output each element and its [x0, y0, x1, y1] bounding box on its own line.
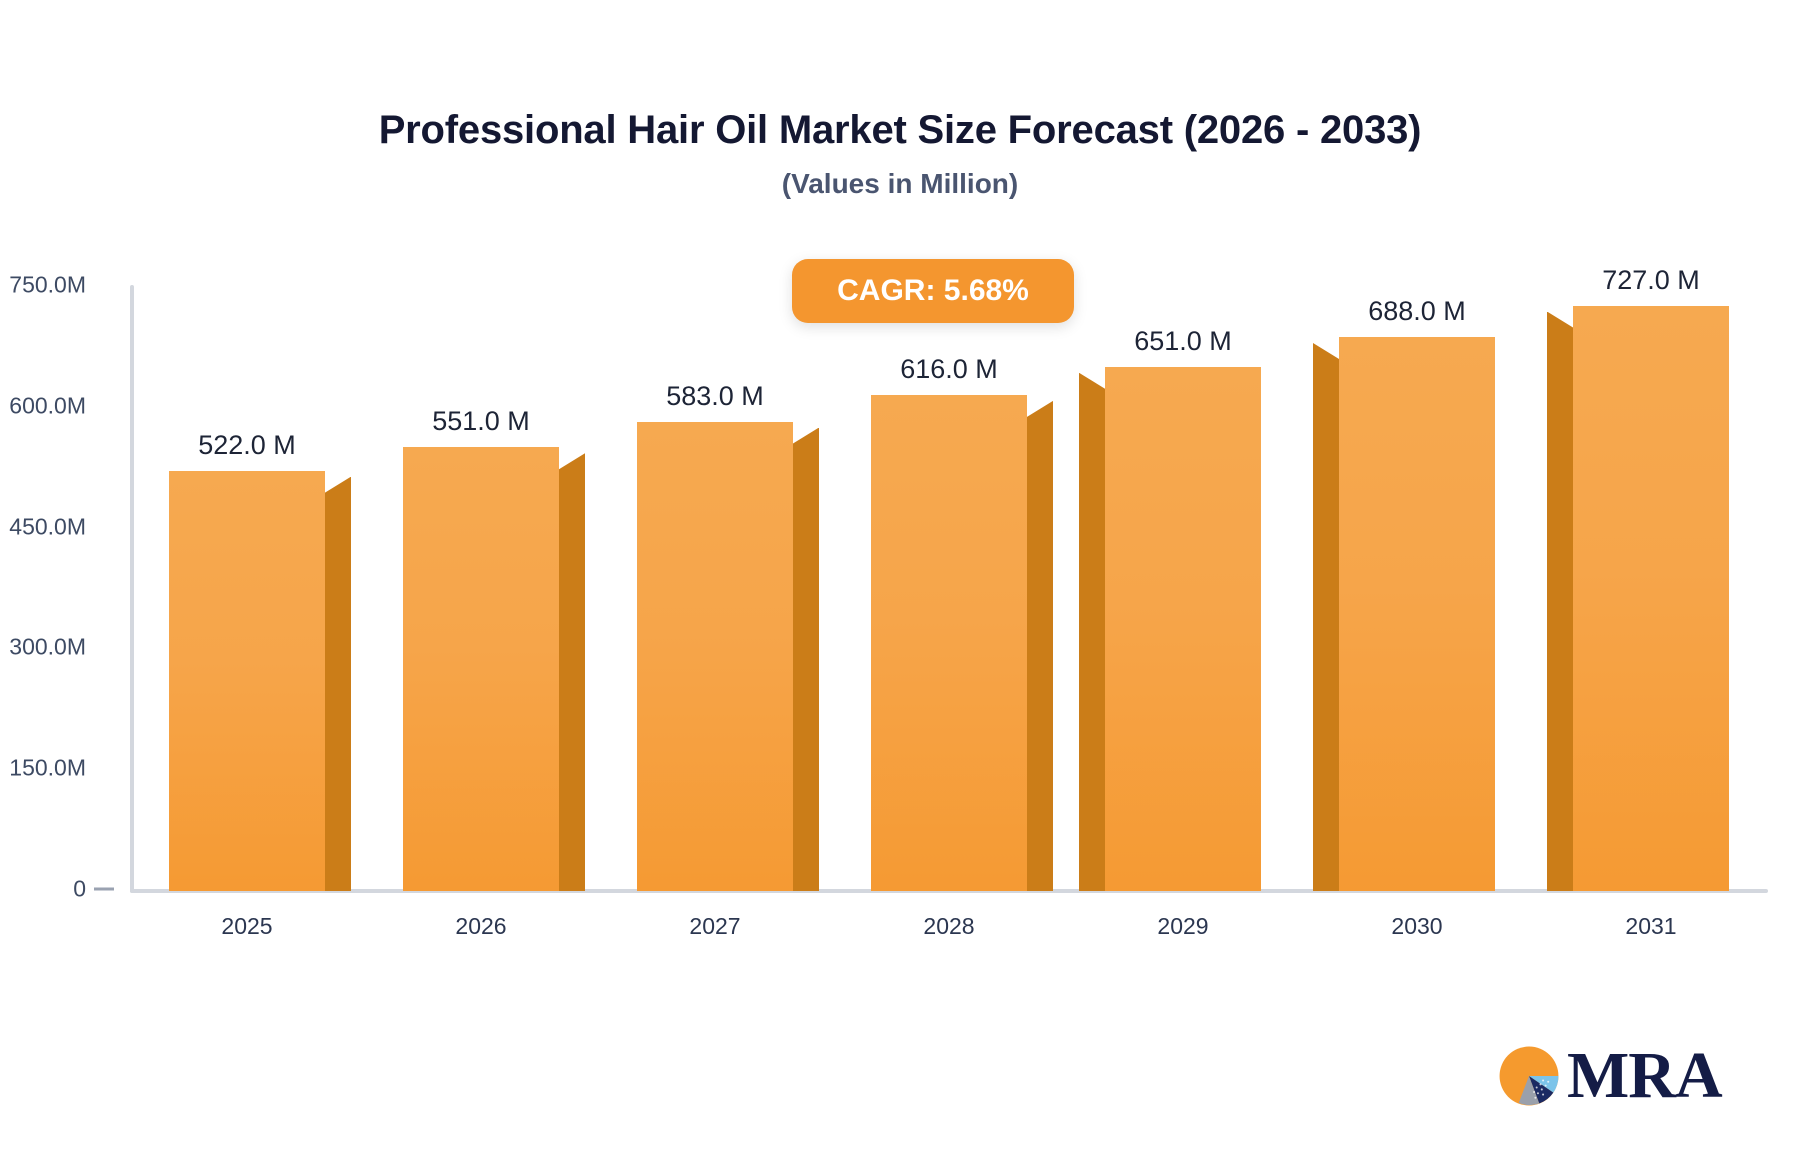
bar-2029[interactable]: 651.0 M — [1079, 326, 1261, 891]
x-tick-label: 2030 — [1391, 913, 1443, 939]
bar-side-face — [325, 476, 351, 891]
chart-title: Professional Hair Oil Market Size Foreca… — [378, 108, 1422, 152]
bar-side-face — [1027, 400, 1053, 891]
bar-front-face — [637, 421, 793, 891]
bar-value-label: 727.0 M — [1602, 264, 1700, 295]
y-tick-label: 300.0M — [9, 633, 86, 660]
bar-front-face — [1105, 366, 1261, 891]
plot-area: 0 150.0M 300.0M 450.0M 600.0M 750.0M 2025 2026… — [9, 265, 1770, 939]
bar-front-face — [1573, 305, 1729, 891]
x-tick-label: 2026 — [455, 913, 507, 939]
cagr-badge: CAGR: 5.68% — [792, 259, 1074, 323]
x-tick-label: 2031 — [1625, 913, 1677, 939]
bar-2030[interactable]: 688.0 M — [1313, 296, 1495, 891]
bar-side-face — [559, 453, 585, 891]
logo-wordmark: MRA — [1567, 1039, 1723, 1112]
y-tick-label: 600.0M — [9, 392, 86, 419]
x-tick-label: 2027 — [689, 913, 741, 939]
y-tick-label: 450.0M — [9, 513, 86, 540]
x-tick-label: 2028 — [923, 913, 975, 939]
y-tick-label: 750.0M — [9, 271, 86, 298]
mra-logo: MRA — [1497, 1030, 1723, 1122]
bar-side-face — [1079, 372, 1105, 891]
x-tick-label: 2029 — [1157, 913, 1209, 939]
bar-value-label: 688.0 M — [1368, 295, 1466, 326]
bar-2025[interactable]: 522.0 M — [169, 430, 351, 891]
x-axis-line — [130, 889, 1768, 893]
bar-side-face — [1313, 342, 1339, 891]
y-tick-mark — [94, 887, 114, 891]
bar-value-label: 616.0 M — [900, 353, 998, 384]
bar-2028[interactable]: 616.0 M — [871, 354, 1053, 891]
bar-2031[interactable]: 727.0 M — [1547, 265, 1729, 891]
x-tick-label: 2025 — [221, 913, 273, 939]
bar-side-face — [793, 427, 819, 891]
bar-value-label: 651.0 M — [1134, 325, 1232, 356]
bar-front-face — [1339, 336, 1495, 891]
pie-chart-icon — [1499, 1046, 1559, 1106]
bar-front-face — [403, 447, 559, 891]
y-axis-line — [130, 285, 134, 893]
y-tick-label: 0 — [73, 875, 86, 902]
bar-value-label: 583.0 M — [666, 380, 764, 411]
bar-2027[interactable]: 583.0 M — [637, 381, 819, 891]
chart-subtitle: (Values in Million) — [781, 168, 1019, 199]
bar-front-face — [169, 470, 325, 891]
bar-value-label: 522.0 M — [198, 429, 296, 460]
bar-front-face — [871, 394, 1027, 891]
bar-2026[interactable]: 551.0 M — [403, 406, 585, 891]
bar-side-face — [1547, 311, 1573, 891]
y-tick-label: 150.0M — [9, 754, 86, 781]
bar-value-label: 551.0 M — [432, 406, 530, 437]
